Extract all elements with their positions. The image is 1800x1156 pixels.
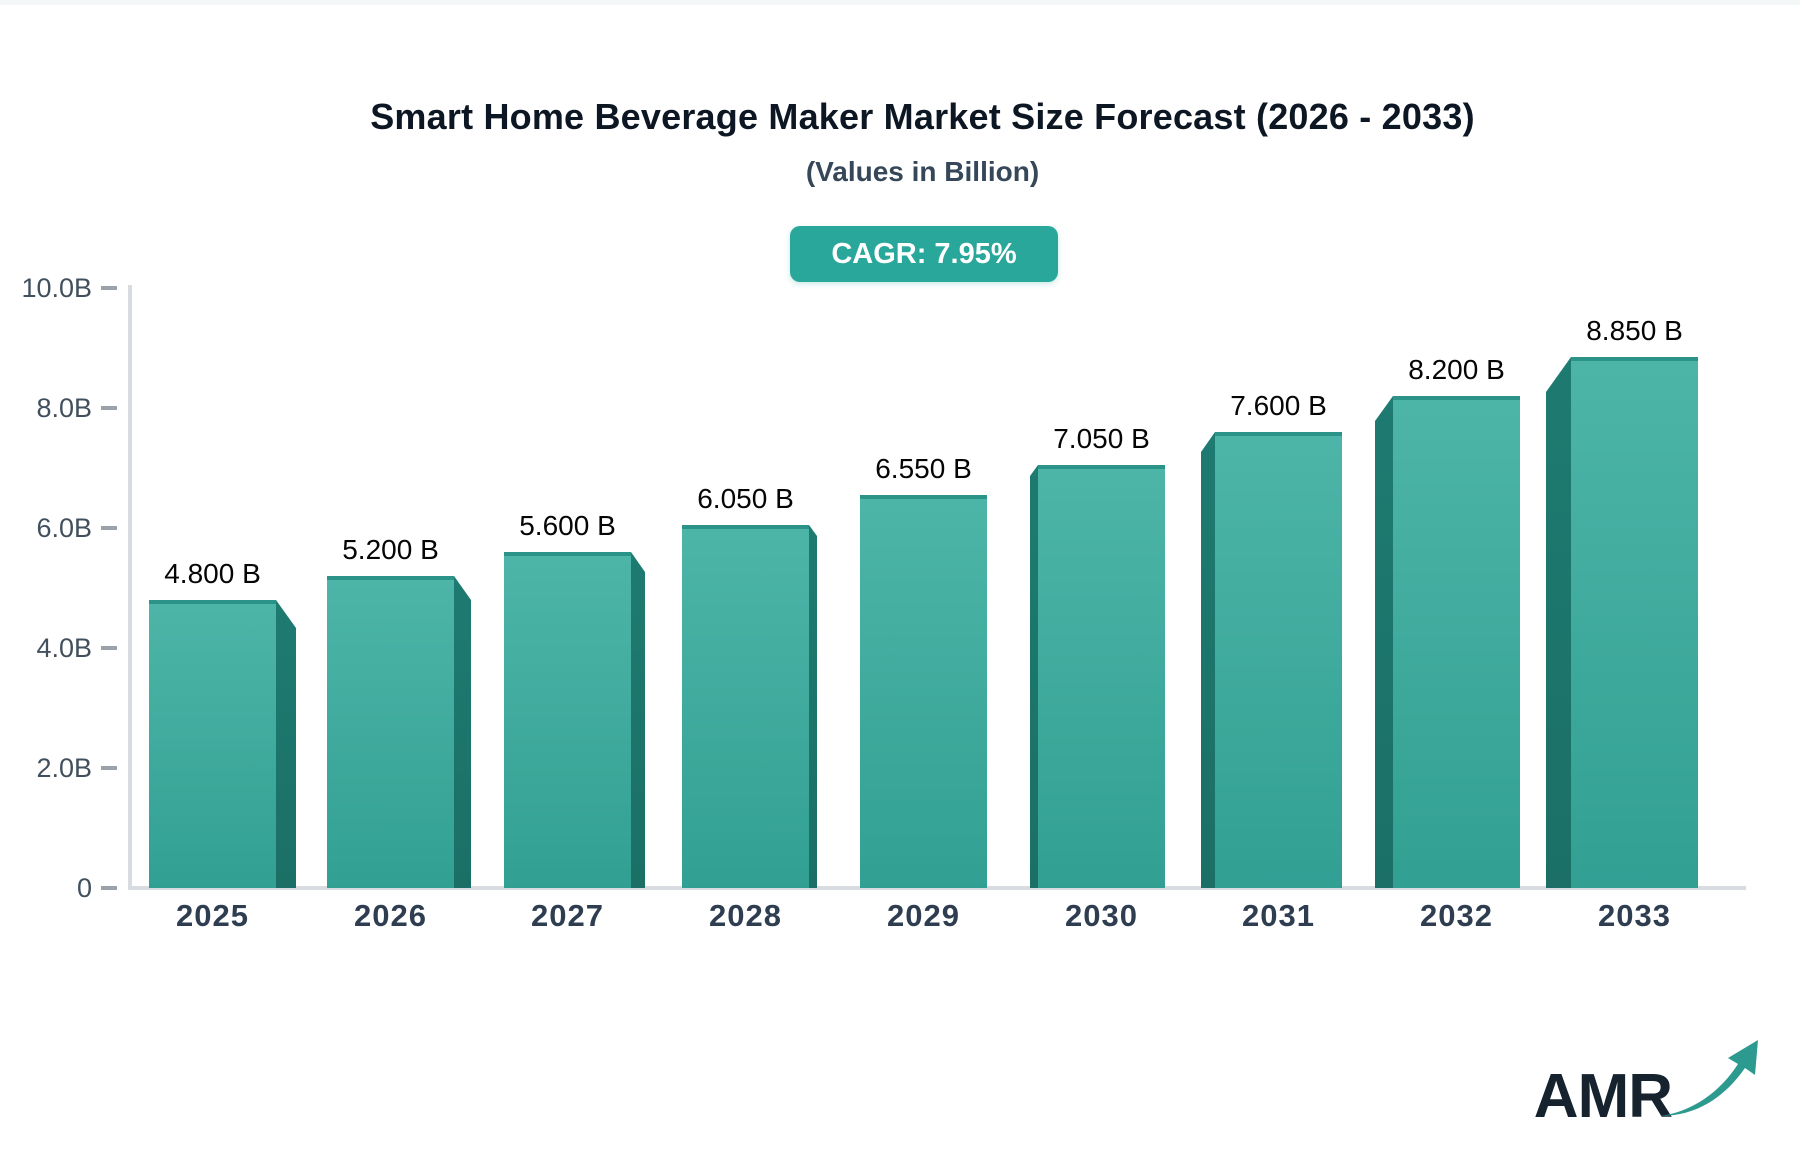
- amr-logo-text: AMR: [1533, 1062, 1673, 1131]
- chart-title: Smart Home Beverage Maker Market Size Fo…: [370, 96, 1475, 137]
- bar-3d-side: [1546, 357, 1571, 888]
- y-tick-mark: [101, 526, 117, 530]
- bar-value-label: 4.800 B: [164, 558, 261, 589]
- y-tick-label: 4.0B: [36, 633, 92, 663]
- bar-value-label: 7.050 B: [1053, 423, 1150, 454]
- x-axis-label-2033: 2033: [1598, 898, 1671, 933]
- bar-2033[interactable]: [1571, 357, 1698, 888]
- x-axis-label-2032: 2032: [1420, 898, 1493, 933]
- bar-2030[interactable]: [1038, 465, 1165, 888]
- bar-2025[interactable]: [149, 600, 276, 888]
- y-axis-line: [128, 285, 132, 890]
- bar-2027[interactable]: [504, 552, 631, 888]
- x-axis-label-2031: 2031: [1242, 898, 1315, 933]
- bar-value-label: 6.050 B: [697, 483, 794, 514]
- cagr-badge: CAGR: 7.95%: [790, 226, 1058, 282]
- bar-3d-side: [809, 525, 817, 888]
- chart-subtitle: (Values in Billion): [805, 156, 1040, 187]
- y-tick-mark: [101, 886, 117, 890]
- bar-3d-side: [1375, 396, 1393, 888]
- bar-2032[interactable]: [1393, 396, 1520, 888]
- y-tick-label: 8.0B: [36, 393, 92, 423]
- y-tick-mark: [101, 286, 117, 290]
- bar-value-label: 8.200 B: [1408, 354, 1505, 385]
- y-tick-label: 0: [76, 873, 92, 903]
- bar-3d-side: [631, 552, 645, 888]
- chart-header: Smart Home Beverage Maker Market Size Fo…: [130, 96, 1715, 188]
- bar-value-label: 6.550 B: [875, 453, 972, 484]
- bar-2026[interactable]: [327, 576, 454, 888]
- page-top-strip: [0, 0, 1800, 5]
- y-tick-mark: [101, 766, 117, 770]
- bar-value-label: 5.600 B: [519, 510, 616, 541]
- x-axis-label-2029: 2029: [887, 898, 960, 933]
- y-tick-label: 2.0B: [36, 753, 92, 783]
- bar-3d-side: [454, 576, 471, 888]
- x-axis-label-2026: 2026: [354, 898, 427, 933]
- x-axis-label-2030: 2030: [1065, 898, 1138, 933]
- x-axis-label-2028: 2028: [709, 898, 782, 933]
- x-axis-label-2027: 2027: [531, 898, 604, 933]
- bar-2029[interactable]: [860, 495, 987, 888]
- bar-2028[interactable]: [682, 525, 809, 888]
- y-tick-label: 6.0B: [36, 513, 92, 543]
- bar-value-label: 8.850 B: [1586, 315, 1683, 346]
- trend-up-arrow-icon: [1660, 1040, 1758, 1116]
- x-axis-line: [128, 886, 1746, 890]
- amr-logo: AMR: [1534, 1036, 1762, 1128]
- bar-2031[interactable]: [1215, 432, 1342, 888]
- y-tick-label: 10.0B: [21, 273, 92, 303]
- bar-3d-side: [1030, 465, 1038, 888]
- x-axis-label-2025: 2025: [176, 898, 249, 933]
- bar-3d-side: [1201, 432, 1215, 888]
- bar-3d-side: [276, 600, 296, 888]
- bar-value-label: 5.200 B: [342, 534, 439, 565]
- y-tick-mark: [101, 646, 117, 650]
- y-tick-mark: [101, 406, 117, 410]
- bar-value-label: 7.600 B: [1230, 390, 1327, 421]
